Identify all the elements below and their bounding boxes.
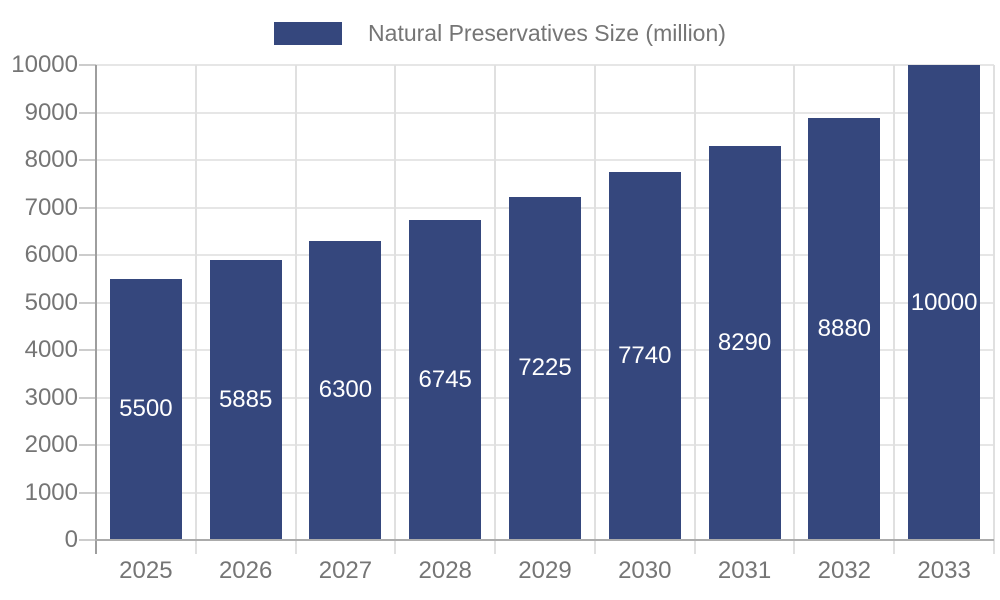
x-axis-label: 2033: [917, 557, 971, 584]
y-axis-tick: [79, 301, 96, 304]
y-axis-line: [95, 65, 97, 554]
vertical-gridline: [993, 65, 995, 554]
x-axis-label: 2028: [418, 557, 472, 584]
bar-2030[interactable]: [608, 172, 681, 540]
x-axis-label: 2029: [518, 557, 572, 584]
y-axis-tick: [79, 111, 96, 114]
vertical-gridline: [294, 65, 297, 554]
legend-item[interactable]: Natural Preservatives Size (million): [0, 17, 1000, 49]
y-axis-label: 1000: [24, 478, 78, 506]
y-axis-label: 6000: [24, 241, 78, 268]
y-axis-label: 9000: [24, 98, 78, 126]
vertical-gridline: [593, 65, 596, 554]
bar-value-label: 8290: [717, 329, 772, 357]
bar-2026[interactable]: [209, 260, 282, 540]
y-axis-tick: [79, 64, 96, 66]
horizontal-gridline: [96, 159, 994, 161]
bar-value-label: 8880: [817, 315, 872, 343]
legend-label: Natural Preservatives Size (million): [368, 19, 726, 46]
x-axis-line: [95, 539, 994, 541]
y-axis-label: 7000: [24, 193, 78, 221]
bar-value-label: 7225: [518, 354, 572, 382]
y-axis-tick: [79, 539, 96, 541]
y-axis-tick: [79, 444, 96, 446]
vertical-gridline: [494, 65, 497, 554]
y-axis-label: 3000: [24, 383, 78, 411]
y-axis-label: 8000: [24, 146, 78, 173]
y-axis-label: 0: [64, 526, 78, 553]
horizontal-gridline: [96, 64, 994, 66]
bar-value-label: 5500: [119, 395, 173, 423]
y-axis-tick: [79, 491, 96, 494]
y-axis-label: 2000: [24, 431, 78, 458]
bar-2031[interactable]: [708, 146, 781, 540]
x-axis-label: 2030: [618, 557, 672, 584]
bar-2028[interactable]: [409, 219, 482, 540]
bar-2029[interactable]: [509, 196, 581, 540]
bar-value-label: 7740: [618, 342, 672, 370]
vertical-gridline: [394, 65, 397, 554]
bar-value-label: 6300: [318, 376, 373, 404]
y-axis-tick: [79, 254, 96, 256]
vertical-gridline: [194, 65, 197, 554]
x-axis-label: 2032: [817, 557, 872, 584]
vertical-gridline: [793, 65, 796, 554]
bar-2033[interactable]: [908, 65, 981, 540]
x-axis-label: 2026: [218, 557, 273, 584]
bar-value-label: 6745: [418, 365, 472, 393]
x-axis-label: 2025: [119, 557, 173, 584]
bar-2027[interactable]: [309, 240, 382, 540]
y-axis-label: 4000: [24, 336, 78, 363]
x-axis-label: 2031: [717, 557, 772, 584]
bar-2032[interactable]: [808, 118, 881, 540]
bar-value-label: 5885: [218, 386, 273, 414]
y-axis-tick: [79, 396, 96, 399]
vertical-gridline: [693, 65, 696, 554]
y-axis-tick: [79, 206, 96, 209]
legend-swatch: [274, 21, 343, 45]
bar-2025[interactable]: [109, 278, 182, 540]
y-axis-label: 10000: [11, 51, 78, 78]
horizontal-gridline: [96, 111, 994, 114]
y-axis-tick: [79, 159, 96, 161]
y-axis-tick: [79, 349, 96, 351]
vertical-gridline: [893, 65, 896, 554]
bar-value-label: 10000: [910, 288, 978, 316]
x-axis-label: 2027: [318, 557, 373, 584]
y-axis-label: 5000: [24, 288, 78, 316]
